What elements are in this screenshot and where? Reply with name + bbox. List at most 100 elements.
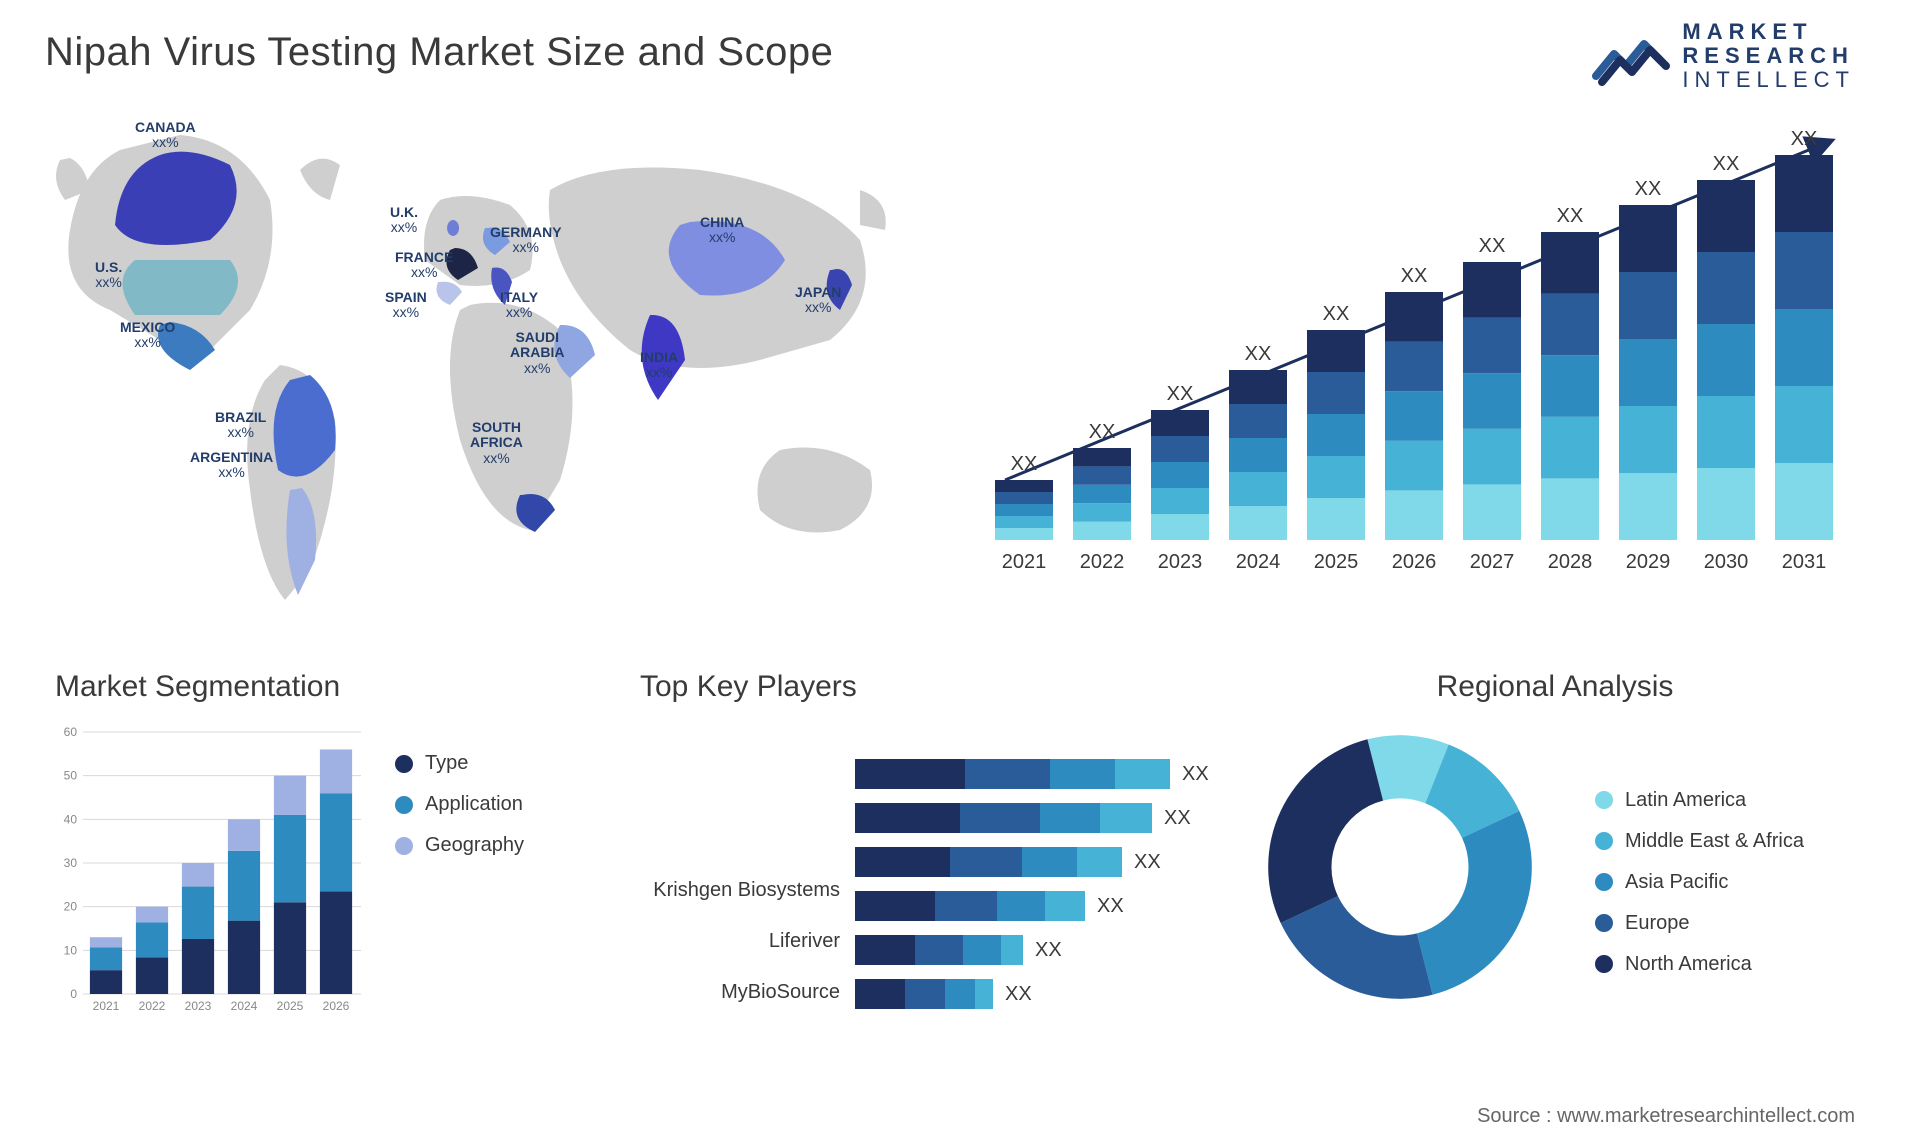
player-bar-row: XX xyxy=(855,847,1230,877)
player-hbar-seg xyxy=(950,847,1022,877)
y-tick-label: 50 xyxy=(64,769,78,783)
regional-donut-chart xyxy=(1255,722,1545,1012)
legend-item: Europe xyxy=(1595,912,1804,935)
forecast-bar xyxy=(1307,414,1365,456)
seg-bar xyxy=(90,970,122,994)
seg-bar xyxy=(136,957,168,994)
forecast-bar xyxy=(1385,292,1443,342)
source-attribution: Source : www.marketresearchintellect.com xyxy=(1477,1105,1855,1128)
player-hbar-seg xyxy=(1050,759,1115,789)
map-label-mexico: MEXICOxx% xyxy=(120,320,175,351)
seg-bar xyxy=(320,891,352,994)
legend-label: Latin America xyxy=(1625,789,1746,812)
donut-slice xyxy=(1417,811,1532,995)
player-bar-value: XX xyxy=(1005,983,1032,1006)
seg-bar xyxy=(274,776,306,815)
forecast-bar xyxy=(1385,441,1443,491)
seg-year-label: 2023 xyxy=(185,999,212,1013)
forecast-bar xyxy=(1385,391,1443,441)
map-label-spain: SPAINxx% xyxy=(385,290,427,321)
forecast-bar xyxy=(1463,262,1521,318)
forecast-bar xyxy=(1775,232,1833,309)
player-hbar-seg xyxy=(997,891,1045,921)
map-country-spain xyxy=(437,282,463,305)
bar-year-label: 2030 xyxy=(1704,551,1749,573)
legend-swatch-icon xyxy=(1595,832,1613,850)
bar-value-label: XX xyxy=(1401,265,1428,287)
forecast-bar xyxy=(1073,466,1131,484)
seg-bar xyxy=(320,749,352,793)
legend-swatch-icon xyxy=(395,755,413,773)
player-hbar-seg xyxy=(1040,803,1100,833)
legend-swatch-icon xyxy=(1595,955,1613,973)
forecast-bar xyxy=(995,528,1053,540)
y-tick-label: 10 xyxy=(64,943,78,957)
player-hbar-seg xyxy=(915,935,963,965)
forecast-bar xyxy=(1307,498,1365,540)
legend-label: Application xyxy=(425,793,523,816)
forecast-bar xyxy=(1151,488,1209,514)
forecast-bar xyxy=(1697,180,1755,252)
forecast-bar xyxy=(1307,372,1365,414)
map-label-germany: GERMANYxx% xyxy=(490,225,562,256)
legend-item: Middle East & Africa xyxy=(1595,830,1804,853)
map-label-argentina: ARGENTINAxx% xyxy=(190,450,273,481)
forecast-bar xyxy=(1697,468,1755,540)
map-label-japan: JAPANxx% xyxy=(795,285,841,316)
bar-value-label: XX xyxy=(1089,421,1116,443)
forecast-bar xyxy=(1151,514,1209,540)
forecast-bar xyxy=(1385,342,1443,392)
legend-label: North America xyxy=(1625,953,1752,976)
forecast-bar xyxy=(1775,386,1833,463)
player-bar-row: XX xyxy=(855,935,1230,965)
legend-swatch-icon xyxy=(1595,791,1613,809)
forecast-bar xyxy=(1697,396,1755,468)
player-hbar-seg xyxy=(1077,847,1122,877)
seg-bar xyxy=(136,907,168,923)
y-tick-label: 60 xyxy=(64,725,78,739)
forecast-bar xyxy=(1775,155,1833,232)
seg-bar xyxy=(90,947,122,970)
bar-value-label: XX xyxy=(1479,235,1506,257)
player-bar-row: XX xyxy=(855,891,1230,921)
player-bar-row: XX xyxy=(855,759,1230,789)
forecast-bar xyxy=(1541,478,1599,540)
forecast-bar xyxy=(1463,429,1521,485)
player-bar-value: XX xyxy=(1134,851,1161,874)
forecast-bar xyxy=(1229,438,1287,472)
bar-value-label: XX xyxy=(1167,383,1194,405)
player-hbar-seg xyxy=(1045,891,1085,921)
seg-bar xyxy=(228,819,260,850)
bar-year-label: 2025 xyxy=(1314,551,1359,573)
seg-bar xyxy=(136,922,168,957)
legend-item: Geography xyxy=(395,834,524,857)
forecast-bar xyxy=(995,504,1053,516)
y-tick-label: 0 xyxy=(70,987,77,1001)
map-label-u-s-: U.S.xx% xyxy=(95,260,122,291)
seg-bar xyxy=(90,937,122,947)
regional-title: Regional Analysis xyxy=(1255,670,1855,704)
seg-year-label: 2022 xyxy=(139,999,166,1013)
segmentation-chart: 0102030405060202120222023202420252026 xyxy=(55,722,365,1022)
forecast-bar xyxy=(1697,324,1755,396)
player-hbar-seg xyxy=(1001,935,1023,965)
player-bars-chart: XXXXXXXXXXXX xyxy=(855,759,1230,1009)
player-hbar-seg xyxy=(855,759,965,789)
player-labels: Krishgen BiosystemsLiferiverMyBioSource xyxy=(640,722,840,1009)
player-hbar xyxy=(855,759,1170,789)
bar-year-label: 2026 xyxy=(1392,551,1437,573)
bar-year-label: 2022 xyxy=(1080,551,1125,573)
page-title: Nipah Virus Testing Market Size and Scop… xyxy=(45,30,833,75)
players-section: Top Key Players Krishgen BiosystemsLifer… xyxy=(640,670,1230,1009)
seg-bar xyxy=(182,863,214,887)
map-country-u-k- xyxy=(447,220,459,236)
player-hbar-seg xyxy=(960,803,1040,833)
player-label: Krishgen Biosystems xyxy=(653,875,840,905)
player-hbar-seg xyxy=(855,891,935,921)
forecast-bar xyxy=(1619,406,1677,473)
forecast-bar xyxy=(1541,355,1599,417)
seg-bar xyxy=(182,939,214,994)
forecast-bar xyxy=(1541,294,1599,356)
seg-bar xyxy=(228,851,260,921)
forecast-bar xyxy=(1073,503,1131,521)
